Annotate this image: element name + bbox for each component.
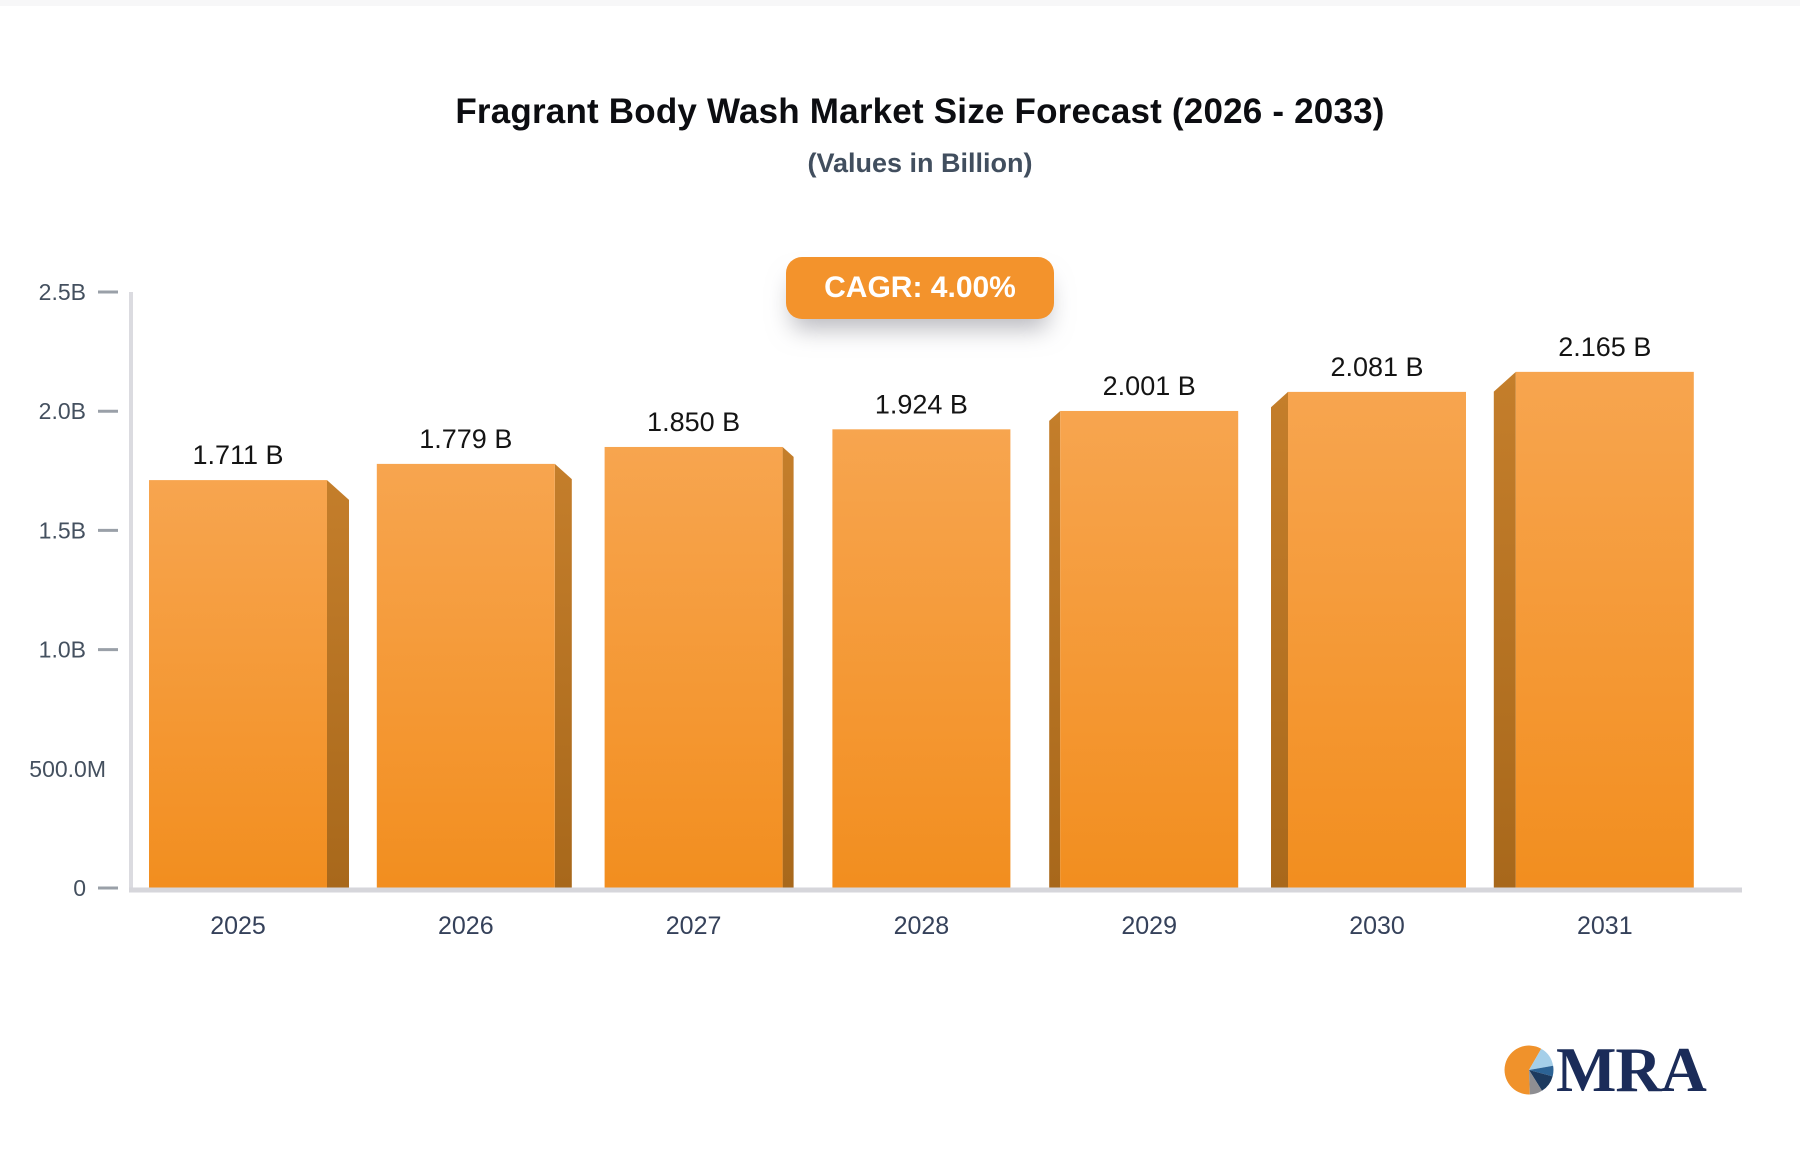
bar-side-2027 xyxy=(782,446,794,888)
bar-value-label: 1.711 B xyxy=(192,440,283,470)
chart-subtitle: (Values in Billion) xyxy=(807,148,1033,178)
chart-title: Fragrant Body Wash Market Size Forecast … xyxy=(455,92,1385,131)
bar-2025[interactable] xyxy=(149,480,327,888)
x-axis-label: 2026 xyxy=(438,912,494,940)
logo-slice-navy xyxy=(1529,1070,1553,1091)
y-tick-label: 500.0M xyxy=(29,756,106,782)
logo-slice-gray xyxy=(1529,1070,1542,1095)
bar-side-2030 xyxy=(1271,391,1288,888)
bar-side-2025 xyxy=(327,480,349,888)
x-axis-label: 2028 xyxy=(894,912,950,940)
logo-slice-orange xyxy=(1504,1045,1542,1095)
bar-side-2031 xyxy=(1493,371,1516,888)
brand-name: MRA xyxy=(1556,1034,1707,1105)
labels: 1.711 B 2025 1.779 B 2026 1.850 B 2027 1.924 B… xyxy=(192,332,1651,940)
bars xyxy=(149,371,1694,888)
x-axis-label: 2029 xyxy=(1121,912,1177,940)
brand-logo: MRA xyxy=(1504,1034,1707,1105)
bar-2031[interactable] xyxy=(1515,371,1694,888)
bar-2028[interactable] xyxy=(832,429,1011,888)
cagr-badge: CAGR: 4.00% xyxy=(786,257,1054,319)
y-tick-label: 2.5B xyxy=(39,279,86,305)
cagr-badge-wrap: CAGR: 4.00% xyxy=(40,257,1800,319)
bar-2029[interactable] xyxy=(1060,410,1239,888)
bar-value-label: 2.165 B xyxy=(1558,332,1651,362)
bar-value-label: 2.001 B xyxy=(1103,371,1196,401)
x-axis-label: 2031 xyxy=(1577,912,1633,940)
pie-chart-logo-icon xyxy=(1504,1045,1554,1095)
bar-2026[interactable] xyxy=(376,463,555,888)
y-tick-label: 2.0B xyxy=(39,398,86,424)
x-axis-label: 2027 xyxy=(666,912,722,940)
axes xyxy=(129,292,1742,893)
bar-value-label: 1.779 B xyxy=(419,424,512,454)
bar-value-label: 2.081 B xyxy=(1330,352,1423,382)
bar-2030[interactable] xyxy=(1288,391,1466,888)
y-axis: 2.5B 2.0B 1.5B 1.0B 500.0M 0 xyxy=(29,279,118,901)
logo-slice-light-blue xyxy=(1529,1048,1554,1070)
bar-2027[interactable] xyxy=(604,446,783,888)
bar-side-2026 xyxy=(554,463,572,888)
bar-value-label: 1.924 B xyxy=(875,389,968,419)
bar-value-label: 1.850 B xyxy=(647,407,740,437)
bar-side-2029 xyxy=(1049,410,1061,888)
y-tick-label: 0 xyxy=(73,875,86,901)
x-axis-label: 2025 xyxy=(210,912,266,940)
y-tick-label: 1.5B xyxy=(39,517,86,543)
logo-slice-steel-blue xyxy=(1529,1065,1554,1077)
x-axis-label: 2030 xyxy=(1349,912,1405,940)
top-border-strip xyxy=(0,0,1800,6)
y-tick-label: 1.0B xyxy=(39,637,86,663)
chart-header: Fragrant Body Wash Market Size Forecast … xyxy=(40,92,1800,179)
